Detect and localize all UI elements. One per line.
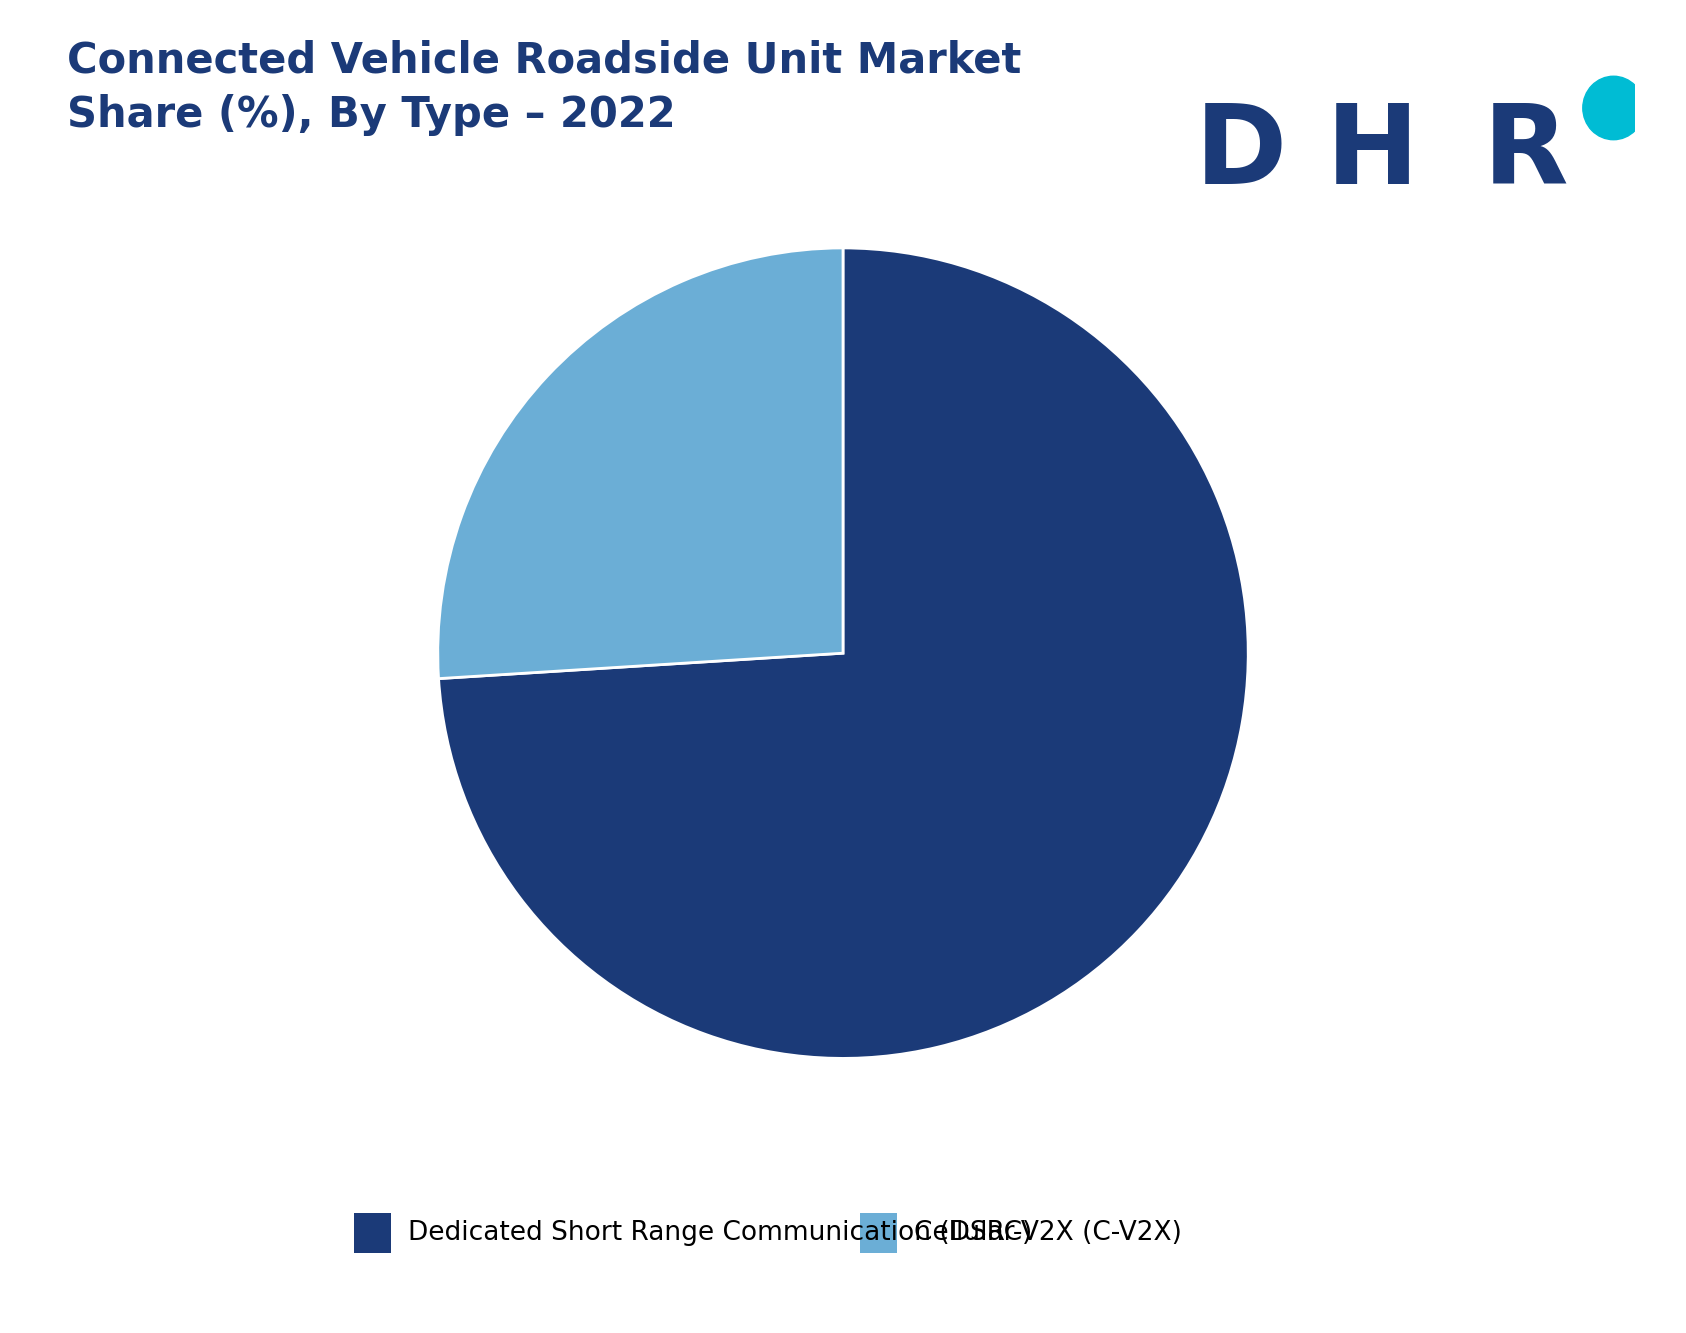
Text: H: H bbox=[1325, 100, 1420, 207]
Text: Connected Vehicle Roadside Unit Market
Share (%), By Type – 2022: Connected Vehicle Roadside Unit Market S… bbox=[67, 40, 1022, 136]
Text: D: D bbox=[1195, 100, 1286, 207]
Text: Dedicated Short Range Communication (DSRC): Dedicated Short Range Communication (DSR… bbox=[408, 1220, 1032, 1246]
Wedge shape bbox=[438, 248, 1248, 1058]
Wedge shape bbox=[438, 248, 843, 678]
Text: Cellular-V2X (C-V2X): Cellular-V2X (C-V2X) bbox=[914, 1220, 1182, 1246]
Text: R: R bbox=[1484, 100, 1568, 207]
Circle shape bbox=[1583, 76, 1644, 140]
